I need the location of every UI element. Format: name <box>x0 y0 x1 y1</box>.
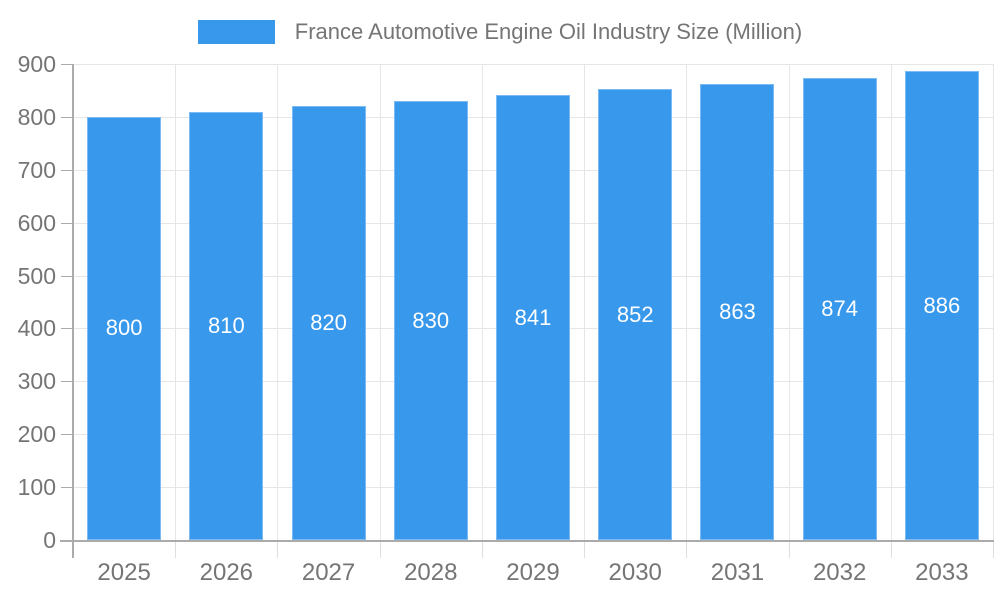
bar-value-label: 863 <box>719 298 756 324</box>
bar-value-label: 841 <box>514 304 552 330</box>
bar-2031: 863 <box>700 83 775 540</box>
y-axis-tick <box>61 222 73 224</box>
x-gridline <box>175 64 177 540</box>
x-tick-label: 2029 <box>506 559 560 586</box>
x-axis-tick <box>175 540 177 558</box>
y-axis-tick <box>61 275 73 277</box>
x-axis-tick <box>993 540 994 558</box>
y-tick-label: 500 <box>17 262 56 289</box>
x-gridline <box>584 64 586 540</box>
x-tick-label: 2027 <box>301 559 356 586</box>
bar-2026: 810 <box>189 111 264 540</box>
y-tick-label: 600 <box>17 209 56 236</box>
bar-value-label: 830 <box>412 307 450 333</box>
x-gridline <box>686 64 688 540</box>
x-tick-label: 2030 <box>608 559 662 586</box>
bar-2029: 841 <box>496 95 570 540</box>
y-tick-label: 400 <box>17 315 56 342</box>
bar-value-label: 886 <box>923 292 961 318</box>
y-tick-label: 800 <box>17 103 56 130</box>
y-tick-label: 700 <box>17 156 56 183</box>
bar-value-label: 874 <box>821 295 859 321</box>
bar-value-label: 820 <box>310 310 347 336</box>
x-axis-tick <box>686 540 688 558</box>
bar-value-label: 810 <box>207 312 245 338</box>
y-axis-tick <box>61 116 73 118</box>
y-axis-tick <box>61 328 73 330</box>
legend-swatch <box>197 20 275 44</box>
y-tick-label: 200 <box>17 421 56 448</box>
y-axis-tick <box>61 487 73 489</box>
bar-2033: 886 <box>904 71 979 540</box>
x-axis-tick <box>379 540 381 558</box>
x-axis-line <box>60 540 994 542</box>
x-tick-label: 2031 <box>710 559 765 586</box>
bar-2030: 852 <box>598 89 673 540</box>
x-gridline <box>379 64 381 540</box>
bar-2032: 874 <box>802 77 877 540</box>
x-tick-label: 2026 <box>199 559 254 586</box>
legend-label: France Automotive Engine Oil Industry Si… <box>294 19 803 44</box>
y-tick-label: 100 <box>17 474 56 501</box>
x-gridline <box>890 64 892 540</box>
x-axis-tick <box>890 540 892 558</box>
x-tick-label: 2025 <box>97 559 151 586</box>
y-tick-label: 0 <box>43 527 56 553</box>
x-tick-label: 2033 <box>915 559 969 586</box>
y-axis-line <box>72 64 74 558</box>
x-tick-label: 2032 <box>812 559 867 586</box>
y-axis-tick <box>61 64 73 65</box>
bar-2027: 820 <box>291 106 366 540</box>
y-tick-label: 300 <box>17 368 56 395</box>
x-tick-label: 2028 <box>404 559 458 586</box>
x-axis-tick <box>788 540 790 558</box>
y-axis-tick <box>61 169 73 171</box>
legend: France Automotive Engine Oil Industry Si… <box>0 18 1000 46</box>
y-axis-tick <box>61 434 73 436</box>
x-axis-tick <box>584 540 586 558</box>
bar-value-label: 800 <box>105 315 143 341</box>
y-gridline <box>73 64 993 65</box>
x-gridline <box>481 64 483 540</box>
bar-2028: 830 <box>393 101 468 540</box>
y-axis-tick <box>61 381 73 383</box>
x-axis-tick <box>277 540 279 558</box>
x-gridline <box>788 64 790 540</box>
x-gridline <box>277 64 279 540</box>
bar-2025: 800 <box>87 116 162 540</box>
x-axis-tick <box>481 540 483 558</box>
y-tick-label: 900 <box>17 51 56 77</box>
bar-value-label: 852 <box>616 301 654 327</box>
x-gridline <box>993 64 994 540</box>
